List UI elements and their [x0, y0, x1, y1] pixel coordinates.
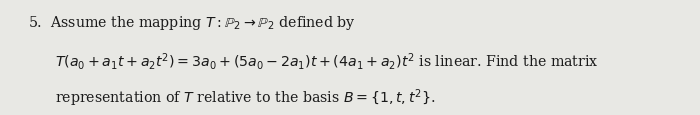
Text: $T(a_0 + a_1t + a_2t^2) = 3a_0 + (5a_0 - 2a_1)t + (4a_1 + a_2)t^2$ is linear. Fi: $T(a_0 + a_1t + a_2t^2) = 3a_0 + (5a_0 -… [55, 51, 598, 71]
Text: 5.  Assume the mapping $T : \mathbb{P}_2 \rightarrow \mathbb{P}_2$ defined by: 5. Assume the mapping $T : \mathbb{P}_2 … [28, 14, 356, 32]
Text: representation of $T$ relative to the basis $B = \{1, t, t^2\}$.: representation of $T$ relative to the ba… [55, 86, 435, 108]
